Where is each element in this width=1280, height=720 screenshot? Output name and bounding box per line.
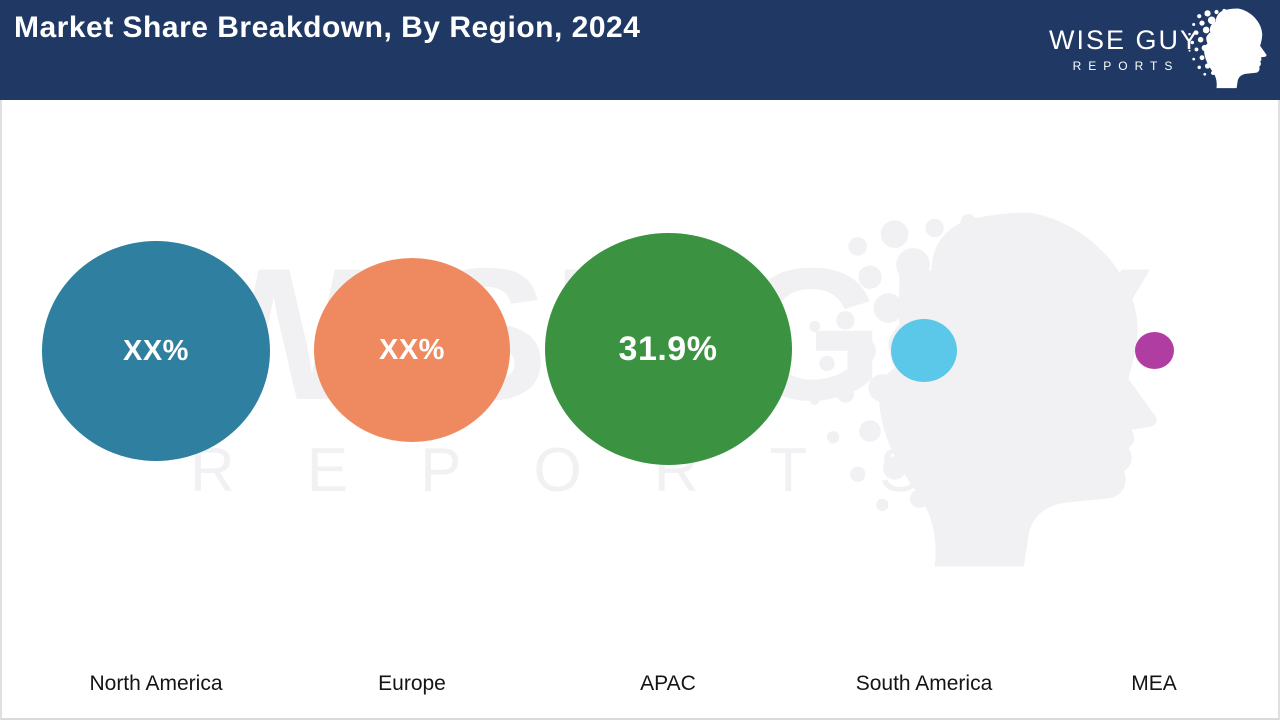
category-label-mea: MEA bbox=[1131, 672, 1177, 695]
watermark-subtitle: REPORTS bbox=[190, 436, 993, 505]
bubble-europe: XX% bbox=[314, 258, 510, 442]
category-label-europe: Europe bbox=[378, 672, 446, 695]
bubble-value-label: 31.9% bbox=[618, 329, 718, 368]
bubble-north-america: XX% bbox=[42, 241, 270, 461]
bubble-value-label: XX% bbox=[123, 334, 189, 367]
header-bar: Market Share Breakdown, By Region, 2024 … bbox=[0, 0, 1280, 100]
wiseguy-logo: WISE GUY REPORTS bbox=[1049, 4, 1274, 98]
category-label-north-america: North America bbox=[89, 672, 223, 695]
bubble-chart: WISE GUY REPORTS XX%North AmericaXX%Euro… bbox=[0, 100, 1280, 720]
category-label-south-america: South America bbox=[855, 672, 993, 695]
wiseguy-head-icon bbox=[1184, 4, 1274, 92]
wiseguy-logo-text: WISE GUY REPORTS bbox=[1048, 25, 1200, 73]
watermark-head-icon bbox=[790, 202, 1190, 574]
page-title: Market Share Breakdown, By Region, 2024 bbox=[14, 11, 641, 44]
bubble-south-america bbox=[891, 318, 957, 382]
logo-wordmark: WISE GUY bbox=[1048, 25, 1200, 55]
logo-subtitle: REPORTS bbox=[1072, 58, 1180, 73]
bubble-value-label: XX% bbox=[379, 333, 445, 366]
bubble-apac: 31.9% bbox=[544, 233, 792, 465]
category-label-apac: APAC bbox=[640, 672, 696, 695]
bubble-mea bbox=[1134, 331, 1174, 369]
